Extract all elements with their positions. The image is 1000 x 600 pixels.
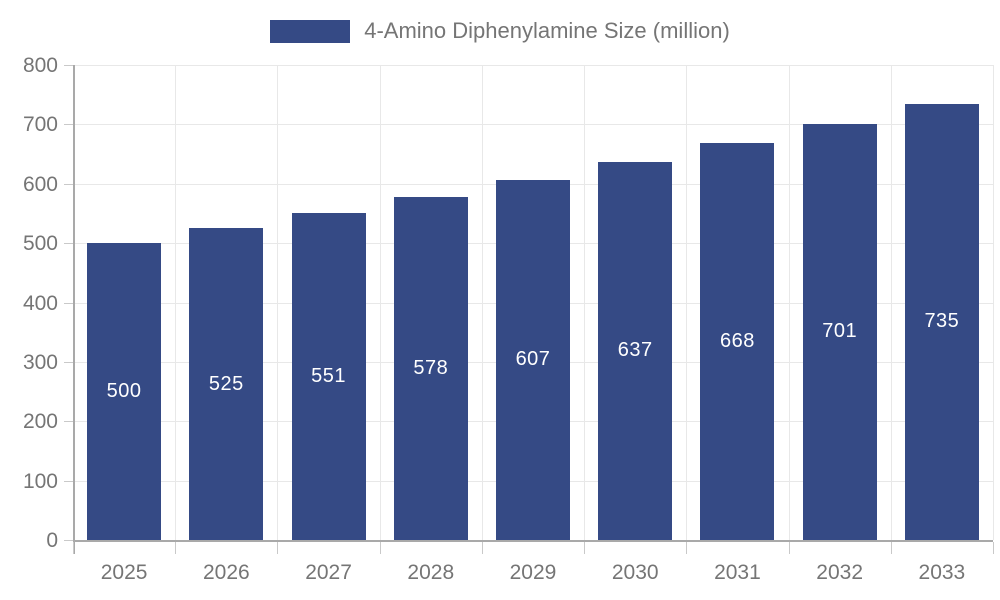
legend-label: 4-Amino Diphenylamine Size (million) [364, 18, 730, 43]
y-axis-tick-label: 100 [22, 469, 58, 493]
bar-value-label: 500 [106, 380, 142, 403]
gridline-v [175, 65, 177, 540]
bar-value-label: 701 [822, 320, 858, 343]
gridline-v [481, 65, 483, 540]
bar-2030: 637 [598, 161, 673, 540]
bar-2025: 500 [87, 243, 162, 540]
x-tick [73, 542, 74, 554]
x-axis-tick-label: 2030 [611, 561, 659, 584]
x-tick [277, 542, 279, 554]
gridline-v [379, 65, 381, 540]
bar-value-label: 551 [311, 364, 346, 387]
bar-2028: 578 [393, 196, 468, 540]
x-axis-tick-label: 2029 [509, 561, 557, 584]
x-axis-tick-label: 2027 [305, 561, 352, 584]
x-axis-line [73, 540, 993, 542]
y-axis-tick-label: 200 [22, 410, 58, 434]
y-tick [64, 183, 73, 185]
legend: 4-Amino Diphenylamine Size (million) [0, 14, 1000, 48]
y-axis-tick-label: 500 [22, 232, 58, 256]
y-tick [64, 243, 73, 245]
bar-2029: 607 [496, 179, 570, 540]
y-tick [64, 302, 73, 304]
bar-2033: 735 [904, 103, 979, 540]
gridline-v [788, 65, 790, 540]
x-axis-tick-label: 2033 [918, 561, 966, 584]
bar-value-label: 578 [413, 356, 449, 379]
bar-value-label: 735 [924, 310, 960, 333]
y-axis-tick-label: 600 [22, 172, 58, 196]
gridline-v [890, 65, 892, 540]
y-axis-line [73, 65, 75, 554]
legend-swatch [270, 19, 351, 43]
x-axis-tick-label: 2026 [202, 561, 250, 584]
y-axis-tick-label: 700 [22, 113, 58, 137]
gridline-v [277, 65, 279, 540]
y-axis-tick-label: 0 [46, 529, 58, 552]
y-axis-tick-label: 300 [22, 350, 58, 374]
x-tick [686, 542, 688, 554]
gridline-h [73, 65, 993, 66]
y-tick [64, 124, 73, 126]
plot-area: 500 525 551 578 607 637 668 701 735 [73, 65, 994, 540]
x-tick [584, 542, 586, 554]
x-axis-tick-label: 2031 [714, 561, 761, 584]
gridline-h [73, 124, 993, 126]
gridline-v [993, 65, 994, 540]
x-tick [481, 542, 483, 554]
x-axis-tick-label: 2032 [816, 561, 864, 584]
x-tick [993, 542, 994, 554]
bar-2027: 551 [291, 212, 366, 540]
y-tick [64, 540, 73, 541]
bar-value-label: 637 [617, 339, 653, 362]
y-axis-tick-label: 400 [22, 291, 58, 315]
gridline-v [584, 65, 586, 540]
bar-2032: 701 [802, 123, 877, 540]
y-tick [64, 421, 73, 423]
gridline-v [686, 65, 688, 540]
x-tick [379, 542, 381, 554]
bar-2026: 525 [189, 228, 264, 540]
y-tick [64, 361, 73, 363]
bar-value-label: 525 [208, 372, 244, 395]
bar-value-label: 607 [515, 348, 551, 371]
y-tick [64, 480, 73, 482]
y-axis-tick-label: 800 [22, 54, 58, 77]
x-axis-tick-label: 2025 [100, 561, 148, 584]
x-axis-tick-label: 2028 [407, 561, 455, 584]
bar-2031: 668 [700, 143, 775, 540]
x-tick [175, 542, 177, 554]
x-tick [788, 542, 790, 554]
bar-value-label: 668 [720, 330, 755, 353]
y-tick [64, 65, 73, 66]
x-tick [890, 542, 892, 554]
